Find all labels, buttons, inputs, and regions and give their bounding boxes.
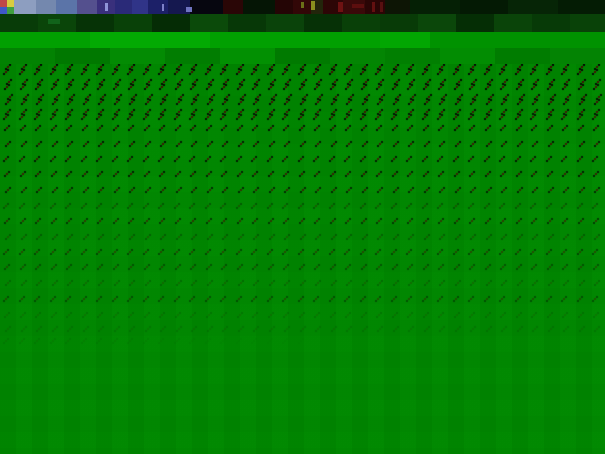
turf-patch [430, 32, 605, 48]
stand-block [190, 14, 228, 32]
stand-block [0, 14, 38, 32]
turf-block [440, 48, 495, 64]
header-block [243, 0, 275, 14]
header-block [460, 0, 508, 14]
stand-block [152, 14, 190, 32]
header-block [410, 0, 460, 14]
turf-block [220, 48, 275, 64]
header-block [36, 0, 56, 14]
header-glyph-fragment [311, 1, 315, 10]
turf-patch [380, 32, 430, 48]
stand-block [570, 14, 605, 32]
pitch-texture [0, 64, 605, 454]
header-block [223, 0, 243, 14]
header-block [508, 0, 558, 14]
turf-block [165, 48, 220, 64]
turf-block [110, 48, 165, 64]
stand-block [114, 14, 152, 32]
stand-block [304, 14, 342, 32]
header-glyph-fragment [372, 2, 375, 12]
header-bar [0, 0, 605, 14]
header-glyph-fragment [352, 4, 364, 8]
turf-patch [90, 32, 210, 48]
header-glyph-fragment [380, 2, 383, 12]
header-block [148, 0, 168, 14]
header-glyph-fragment [105, 3, 108, 11]
header-block [56, 0, 77, 14]
app-icon-pixel [7, 7, 14, 14]
header-block [275, 0, 293, 14]
stand-block [380, 14, 418, 32]
stand-block [342, 14, 380, 32]
header-block [168, 0, 190, 14]
stand-block [532, 14, 570, 32]
header-block [132, 0, 148, 14]
turf-block [0, 48, 55, 64]
stand-block [76, 14, 114, 32]
header-glyph-fragment [186, 7, 192, 12]
turf-block [55, 48, 110, 64]
turf-block [275, 48, 330, 64]
header-block [558, 0, 605, 14]
header-block [115, 0, 132, 14]
stand-speck [48, 19, 60, 24]
turf-block [385, 48, 440, 64]
turf-block [550, 48, 605, 64]
bright-turf-strip [0, 32, 605, 48]
app-icon-pixel [0, 7, 7, 14]
stand-block [228, 14, 266, 32]
header-block [14, 0, 36, 14]
stand-block [494, 14, 532, 32]
mid-turf-strip [0, 48, 605, 64]
header-block [77, 0, 97, 14]
turf-block [330, 48, 385, 64]
header-block [190, 0, 223, 14]
app-icon-pixel [7, 0, 14, 7]
app-icon-pixel [0, 0, 7, 7]
header-glyph-fragment [162, 4, 164, 11]
header-glyph-fragment [301, 2, 304, 8]
header-block [385, 0, 410, 14]
stand-block [418, 14, 456, 32]
stand-block [266, 14, 304, 32]
stand-band [0, 14, 605, 32]
header-glyph-fragment [338, 2, 343, 12]
turf-block [495, 48, 550, 64]
app-icon [0, 0, 14, 14]
stand-block [456, 14, 494, 32]
